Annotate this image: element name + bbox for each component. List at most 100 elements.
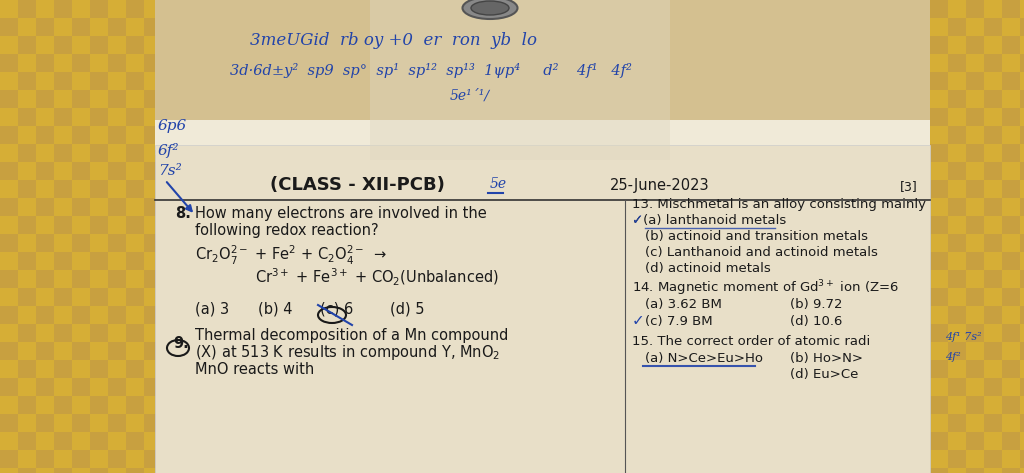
Bar [126,414,144,432]
Text: following redox reaction?: following redox reaction? [195,223,379,238]
Text: (d) Eu>Ce: (d) Eu>Ce [790,368,858,381]
Bar [90,90,108,108]
Bar [0,0,18,18]
Bar [36,288,54,306]
Bar [930,54,948,72]
Bar [36,360,54,378]
Text: Thermal decomposition of a Mn compound: Thermal decomposition of a Mn compound [195,328,508,343]
Text: (b) 9.72: (b) 9.72 [790,298,843,311]
Bar [108,0,126,18]
Bar [144,216,162,234]
Bar [108,324,126,342]
Bar [72,108,90,126]
Bar [72,252,90,270]
Bar [36,216,54,234]
Text: 6p6: 6p6 [158,119,187,133]
Text: 3d·6d±y²  sp9  sp°  sp¹  sp¹²  sp¹³  1ψp⁴     d²    4f¹   4f²: 3d·6d±y² sp9 sp° sp¹ sp¹² sp¹³ 1ψp⁴ d² 4… [230,63,632,78]
Bar [930,126,948,144]
Bar [0,432,18,450]
Bar [1020,216,1024,234]
Bar [984,72,1002,90]
Bar [1020,432,1024,450]
Text: 4f¹ 7s²: 4f¹ 7s² [945,332,982,342]
Bar [144,396,162,414]
Bar [0,216,18,234]
Bar [0,72,18,90]
Bar [144,108,162,126]
Bar [126,234,144,252]
Bar [54,54,72,72]
Bar [108,216,126,234]
Bar [0,0,155,473]
Bar [948,288,966,306]
Text: (c) 6: (c) 6 [319,301,353,316]
Bar [984,288,1002,306]
Bar [36,180,54,198]
Bar [930,414,948,432]
Bar [18,378,36,396]
Bar [126,378,144,396]
Bar [966,234,984,252]
Bar [1020,360,1024,378]
Bar [930,306,948,324]
Bar [90,378,108,396]
Bar [108,468,126,473]
Text: 5e: 5e [490,177,507,191]
Text: (d) 10.6: (d) 10.6 [790,315,843,328]
Bar [1002,162,1020,180]
Bar [948,180,966,198]
Bar [108,36,126,54]
Bar [966,54,984,72]
Bar [1002,414,1020,432]
Bar [126,450,144,468]
Bar [948,144,966,162]
Bar [948,396,966,414]
Text: (b) 4: (b) 4 [258,301,293,316]
Text: (b) Ho>N>: (b) Ho>N> [790,352,863,365]
Bar [108,180,126,198]
Bar [966,342,984,360]
Bar [72,144,90,162]
Text: MnO reacts with: MnO reacts with [195,362,314,377]
Bar [930,378,948,396]
Bar [54,90,72,108]
Bar [54,162,72,180]
Bar [144,144,162,162]
Text: 5e¹´¹∕: 5e¹´¹∕ [450,89,490,103]
Bar [948,468,966,473]
Bar [144,432,162,450]
Bar [18,306,36,324]
Text: Cr$^{3+}$ + Fe$^{3+}$ + CO$_2$(Unbalanced): Cr$^{3+}$ + Fe$^{3+}$ + CO$_2$(Unbalance… [255,267,499,288]
Bar [90,450,108,468]
Bar [948,360,966,378]
Bar [126,198,144,216]
Bar [1020,252,1024,270]
Bar [72,360,90,378]
Bar [126,90,144,108]
Text: ✓(a) lanthanoid metals: ✓(a) lanthanoid metals [632,214,786,227]
Bar [72,396,90,414]
Bar [948,72,966,90]
Bar [18,90,36,108]
Bar [1020,180,1024,198]
Bar [370,0,670,160]
Bar [18,162,36,180]
Bar [144,36,162,54]
Bar [1020,36,1024,54]
Text: 7s²: 7s² [158,164,181,178]
Bar [18,18,36,36]
Bar [966,270,984,288]
Bar [948,432,966,450]
Text: (a) 3: (a) 3 [195,301,229,316]
Bar [36,0,54,18]
Bar [144,468,162,473]
Text: 4f²: 4f² [945,352,961,362]
Bar [0,468,18,473]
Text: 25-June-2023: 25-June-2023 [610,178,710,193]
Text: (c) 7.9 BM: (c) 7.9 BM [645,315,713,328]
Text: (CLASS - XII-PCB): (CLASS - XII-PCB) [270,176,444,194]
Bar [144,0,162,18]
Bar [1002,234,1020,252]
Bar [984,144,1002,162]
Bar [930,90,948,108]
